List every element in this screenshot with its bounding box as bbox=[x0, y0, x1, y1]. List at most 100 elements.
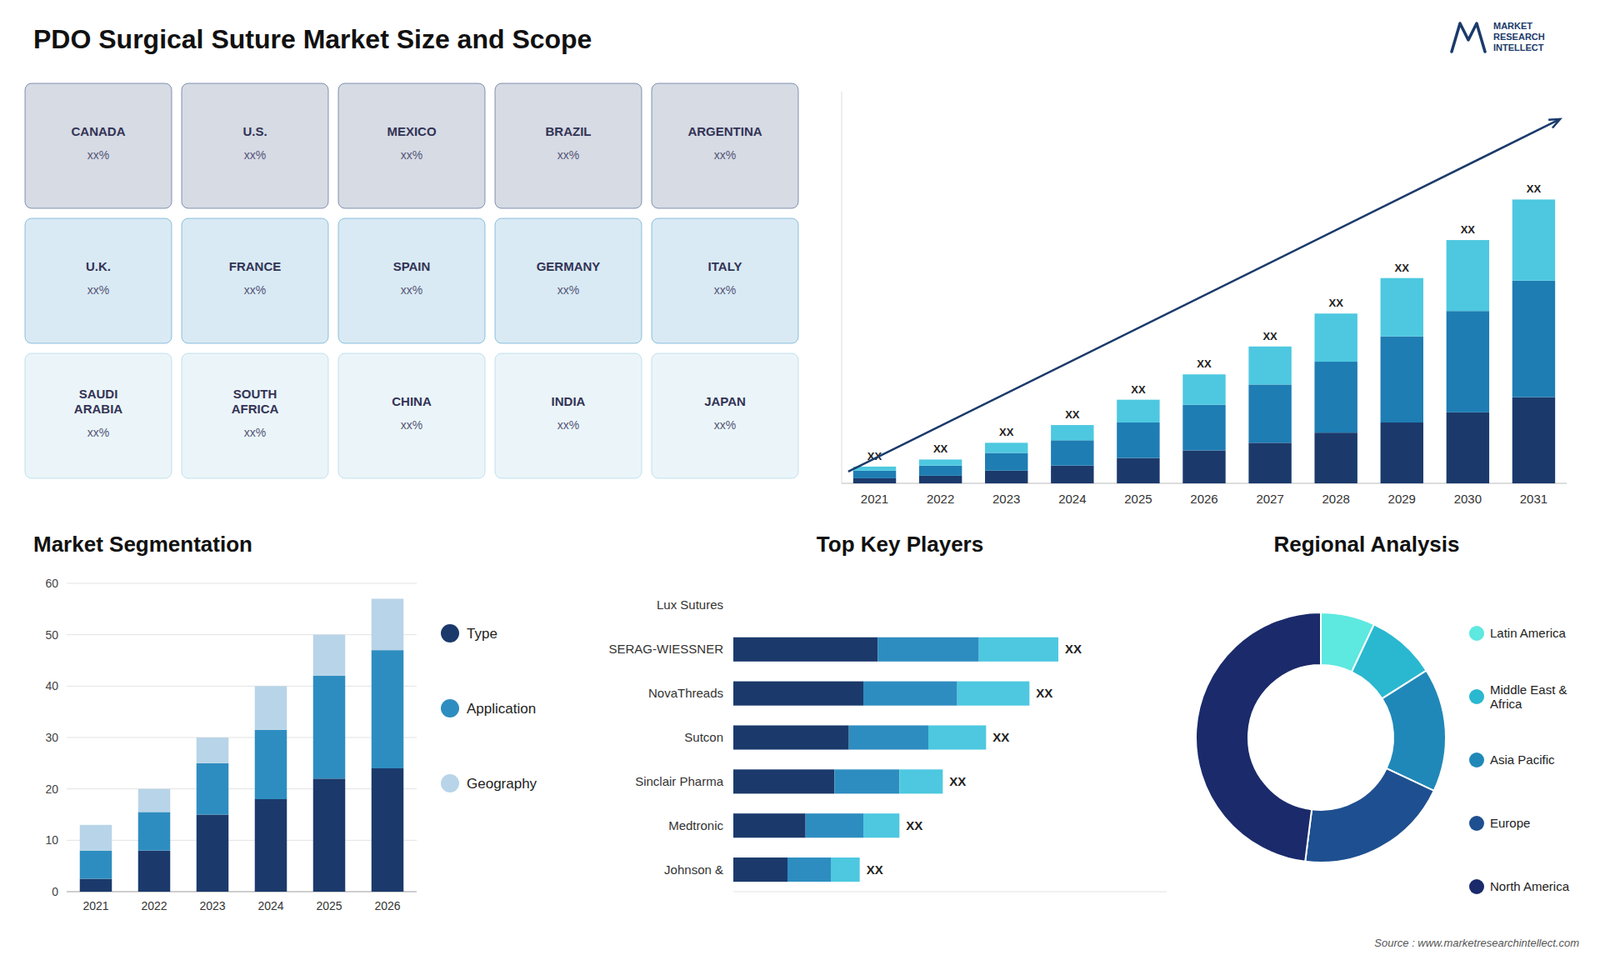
bar-segment bbox=[313, 778, 346, 892]
x-axis-line bbox=[733, 891, 1167, 893]
bar-segment bbox=[196, 737, 230, 764]
y-tick-label: NovaThreads bbox=[648, 685, 724, 700]
bar-segment bbox=[849, 725, 929, 750]
data-label: XX bbox=[933, 442, 949, 455]
y-tick-label: Johnson & bbox=[664, 862, 724, 877]
country-tile bbox=[25, 83, 172, 209]
country-label: SAUDIARABIA bbox=[74, 386, 123, 416]
bar-segment bbox=[1314, 432, 1357, 484]
grid-line bbox=[66, 840, 417, 841]
country-share: xx% bbox=[400, 418, 423, 432]
bar-segment bbox=[919, 459, 962, 465]
bar-segment bbox=[853, 470, 896, 479]
regional-chart: Regional Analysis Latin AmericaMiddle Eas… bbox=[1195, 531, 1570, 895]
x-tick-label: 2021 bbox=[82, 899, 109, 913]
x-tick-label: 2022 bbox=[926, 491, 955, 506]
y-tick-label: 50 bbox=[45, 628, 59, 642]
bar-segment bbox=[733, 681, 864, 706]
country-share: xx% bbox=[87, 148, 110, 162]
text-line: ARABIA bbox=[74, 401, 123, 416]
country-share: xx% bbox=[557, 148, 580, 162]
country-share: xx% bbox=[87, 425, 110, 440]
bar-segment bbox=[1314, 361, 1357, 433]
bar-segment bbox=[733, 813, 806, 838]
legend-swatch bbox=[440, 699, 460, 718]
country-label: ITALY bbox=[708, 259, 743, 274]
logo-text: RESEARCH bbox=[1493, 31, 1545, 42]
chart-title: Regional Analysis bbox=[1274, 531, 1460, 557]
country-label: U.S. bbox=[242, 124, 267, 139]
bar-segment bbox=[196, 763, 230, 815]
bar-segment bbox=[1050, 440, 1094, 465]
y-tick-label: SERAG-WIESSNER bbox=[608, 641, 724, 656]
x-tick-label: 2022 bbox=[140, 899, 167, 913]
y-axis-line bbox=[841, 91, 843, 484]
legend-swatch bbox=[440, 624, 460, 643]
y-tick-label: 10 bbox=[45, 833, 59, 847]
country-tile bbox=[651, 353, 799, 479]
bar-segment bbox=[80, 879, 113, 892]
bar-segment bbox=[733, 857, 788, 882]
legend: Latin AmericaMiddle East &AfricaAsia Pac… bbox=[1469, 625, 1570, 895]
bar-segment bbox=[985, 470, 1028, 484]
x-tick-label: 2031 bbox=[1520, 491, 1548, 506]
country-share: xx% bbox=[244, 148, 266, 162]
legend-swatch bbox=[1469, 879, 1485, 895]
grid-line bbox=[66, 634, 417, 635]
country-tile bbox=[181, 353, 329, 479]
bar-segment bbox=[80, 825, 113, 851]
country-tile bbox=[181, 83, 329, 209]
bar-segment bbox=[985, 442, 1028, 453]
grid-line bbox=[66, 891, 417, 893]
data-label: XX bbox=[949, 774, 966, 789]
grid-line bbox=[66, 737, 417, 739]
country-label: MEXICO bbox=[386, 124, 437, 139]
data-label: XX bbox=[905, 818, 923, 833]
bar-segment bbox=[1512, 280, 1555, 398]
bar-segment bbox=[138, 789, 171, 813]
country-share: xx% bbox=[714, 148, 736, 162]
country-share: xx% bbox=[714, 418, 736, 432]
legend-label: North America bbox=[1490, 879, 1570, 894]
bar-segment bbox=[255, 730, 288, 800]
y-tick-label: Sutcon bbox=[684, 730, 724, 745]
bar-segment bbox=[863, 813, 900, 838]
bar-segment bbox=[985, 453, 1028, 471]
country-label: BRAZIL bbox=[545, 124, 592, 139]
bar-segment bbox=[138, 850, 171, 892]
logo-text: MARKET bbox=[1493, 20, 1533, 31]
x-tick-label: 2026 bbox=[374, 899, 400, 913]
country-tile bbox=[25, 353, 172, 479]
growth-arrow bbox=[848, 119, 1560, 472]
bar-segment bbox=[733, 769, 835, 794]
country-tile bbox=[495, 83, 642, 209]
bar-segment bbox=[371, 599, 405, 651]
country-label: GERMANY bbox=[536, 259, 601, 274]
country-tile bbox=[651, 218, 799, 344]
country-tile bbox=[181, 218, 329, 344]
bar-segment bbox=[313, 675, 346, 779]
bar-segment bbox=[919, 465, 962, 476]
bar-segment bbox=[255, 685, 288, 730]
legend-swatch bbox=[440, 774, 460, 793]
country-label: SPAIN bbox=[393, 259, 431, 274]
source-text: Source : www.marketresearchintellect.com bbox=[1374, 936, 1580, 950]
bar-segment bbox=[1446, 310, 1490, 413]
bar-segment bbox=[899, 769, 943, 794]
data-label: XX bbox=[999, 425, 1015, 439]
x-tick-label: 2029 bbox=[1388, 491, 1416, 506]
country-label: CANADA bbox=[71, 124, 126, 139]
legend-swatch bbox=[1469, 689, 1485, 705]
bar-segment bbox=[1248, 442, 1291, 484]
x-tick-label: 2026 bbox=[1190, 491, 1218, 506]
y-tick-label: Lux Sutures bbox=[656, 597, 724, 612]
bar-segment bbox=[1248, 384, 1291, 443]
bar-segment bbox=[1116, 458, 1160, 484]
data-label: XX bbox=[1065, 408, 1080, 421]
country-tile bbox=[25, 218, 172, 344]
bar-segment bbox=[853, 478, 896, 484]
x-tick-label: 2025 bbox=[315, 899, 342, 913]
bar-segment bbox=[1182, 405, 1225, 451]
x-tick-label: 2030 bbox=[1454, 491, 1482, 506]
y-tick-label: Sinclair Pharma bbox=[635, 774, 725, 789]
